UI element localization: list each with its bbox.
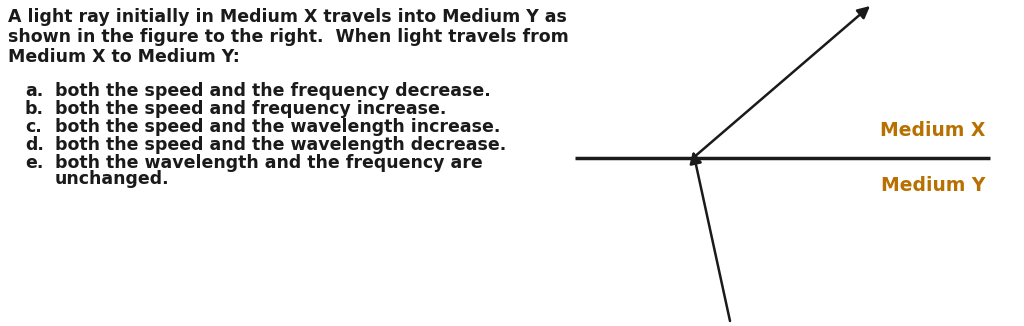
Text: Medium Y: Medium Y <box>881 176 985 195</box>
Text: e.: e. <box>25 154 43 172</box>
Text: unchanged.: unchanged. <box>55 170 170 188</box>
Text: both the speed and the wavelength increase.: both the speed and the wavelength increa… <box>55 118 501 136</box>
Text: both the wavelength and the frequency are: both the wavelength and the frequency ar… <box>55 154 482 172</box>
Text: shown in the figure to the right.  When light travels from: shown in the figure to the right. When l… <box>8 28 568 46</box>
Text: a.: a. <box>25 82 43 100</box>
Text: both the speed and frequency increase.: both the speed and frequency increase. <box>55 100 446 118</box>
Text: Medium X: Medium X <box>880 121 985 140</box>
Text: b.: b. <box>25 100 44 118</box>
Text: A light ray initially in Medium X travels into Medium Y as: A light ray initially in Medium X travel… <box>8 8 567 26</box>
Text: Medium X to Medium Y:: Medium X to Medium Y: <box>8 48 240 66</box>
Text: both the speed and the wavelength decrease.: both the speed and the wavelength decrea… <box>55 136 506 154</box>
Text: both the speed and the frequency decrease.: both the speed and the frequency decreas… <box>55 82 490 100</box>
Text: c.: c. <box>25 118 42 136</box>
Text: d.: d. <box>25 136 44 154</box>
